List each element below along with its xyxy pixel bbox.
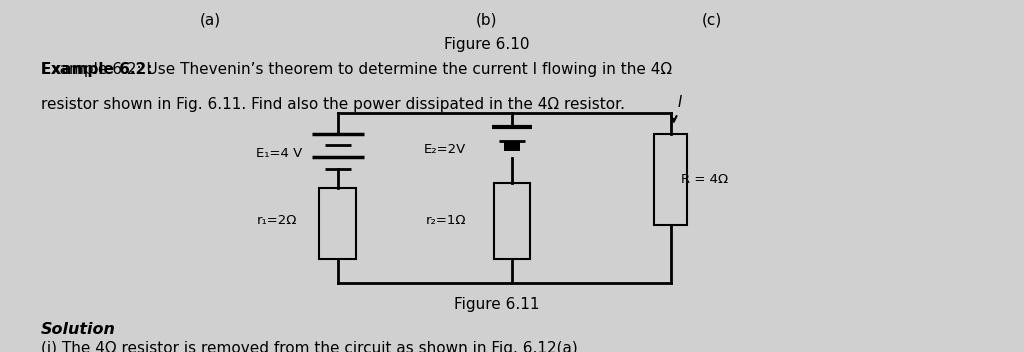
Text: Example 6.2: Use Thevenin’s theorem to determine the current I flowing in the 4Ω: Example 6.2: Use Thevenin’s theorem to d… xyxy=(41,62,672,77)
Bar xyxy=(319,188,356,259)
Text: Figure 6.11: Figure 6.11 xyxy=(454,297,540,313)
Text: resistor shown in Fig. 6.11. Find also the power dissipated in the 4Ω resistor.: resistor shown in Fig. 6.11. Find also t… xyxy=(41,97,625,112)
Text: Solution: Solution xyxy=(41,322,116,337)
Text: Example 6.2:: Example 6.2: xyxy=(41,62,153,77)
Text: r₂=1Ω: r₂=1Ω xyxy=(425,214,466,226)
Text: E₂=2V: E₂=2V xyxy=(424,143,466,156)
Text: (a): (a) xyxy=(200,12,220,27)
Text: I: I xyxy=(678,95,682,109)
Text: (b): (b) xyxy=(476,12,497,27)
Text: r₁=2Ω: r₁=2Ω xyxy=(257,214,297,226)
Bar xyxy=(494,183,530,259)
Text: (i) The 4Ω resistor is removed from the circuit as shown in Fig. 6.12(a): (i) The 4Ω resistor is removed from the … xyxy=(41,341,578,352)
Bar xyxy=(504,141,520,151)
Text: (c): (c) xyxy=(701,12,722,27)
Bar xyxy=(654,134,687,225)
Text: R = 4Ω: R = 4Ω xyxy=(681,173,728,186)
Text: E₁=4 V: E₁=4 V xyxy=(256,147,302,159)
Text: Figure 6.10: Figure 6.10 xyxy=(443,37,529,52)
